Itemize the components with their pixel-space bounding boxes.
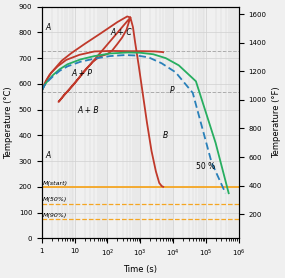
Text: M(90%): M(90%) (43, 213, 68, 218)
X-axis label: Time (s): Time (s) (123, 265, 157, 274)
Text: M(start): M(start) (43, 180, 68, 185)
Text: A + P: A + P (72, 69, 93, 78)
Text: 50 %: 50 % (196, 162, 215, 171)
Text: A: A (46, 152, 51, 160)
Y-axis label: Temperature (°F): Temperature (°F) (272, 87, 281, 158)
Y-axis label: Temperature (°C): Temperature (°C) (4, 86, 13, 159)
Text: M(50%): M(50%) (43, 197, 68, 202)
Text: A + B: A + B (77, 106, 99, 115)
Text: A + C: A + C (110, 28, 132, 37)
Text: A: A (46, 23, 51, 32)
Text: B: B (163, 131, 168, 140)
Text: P: P (170, 86, 174, 95)
